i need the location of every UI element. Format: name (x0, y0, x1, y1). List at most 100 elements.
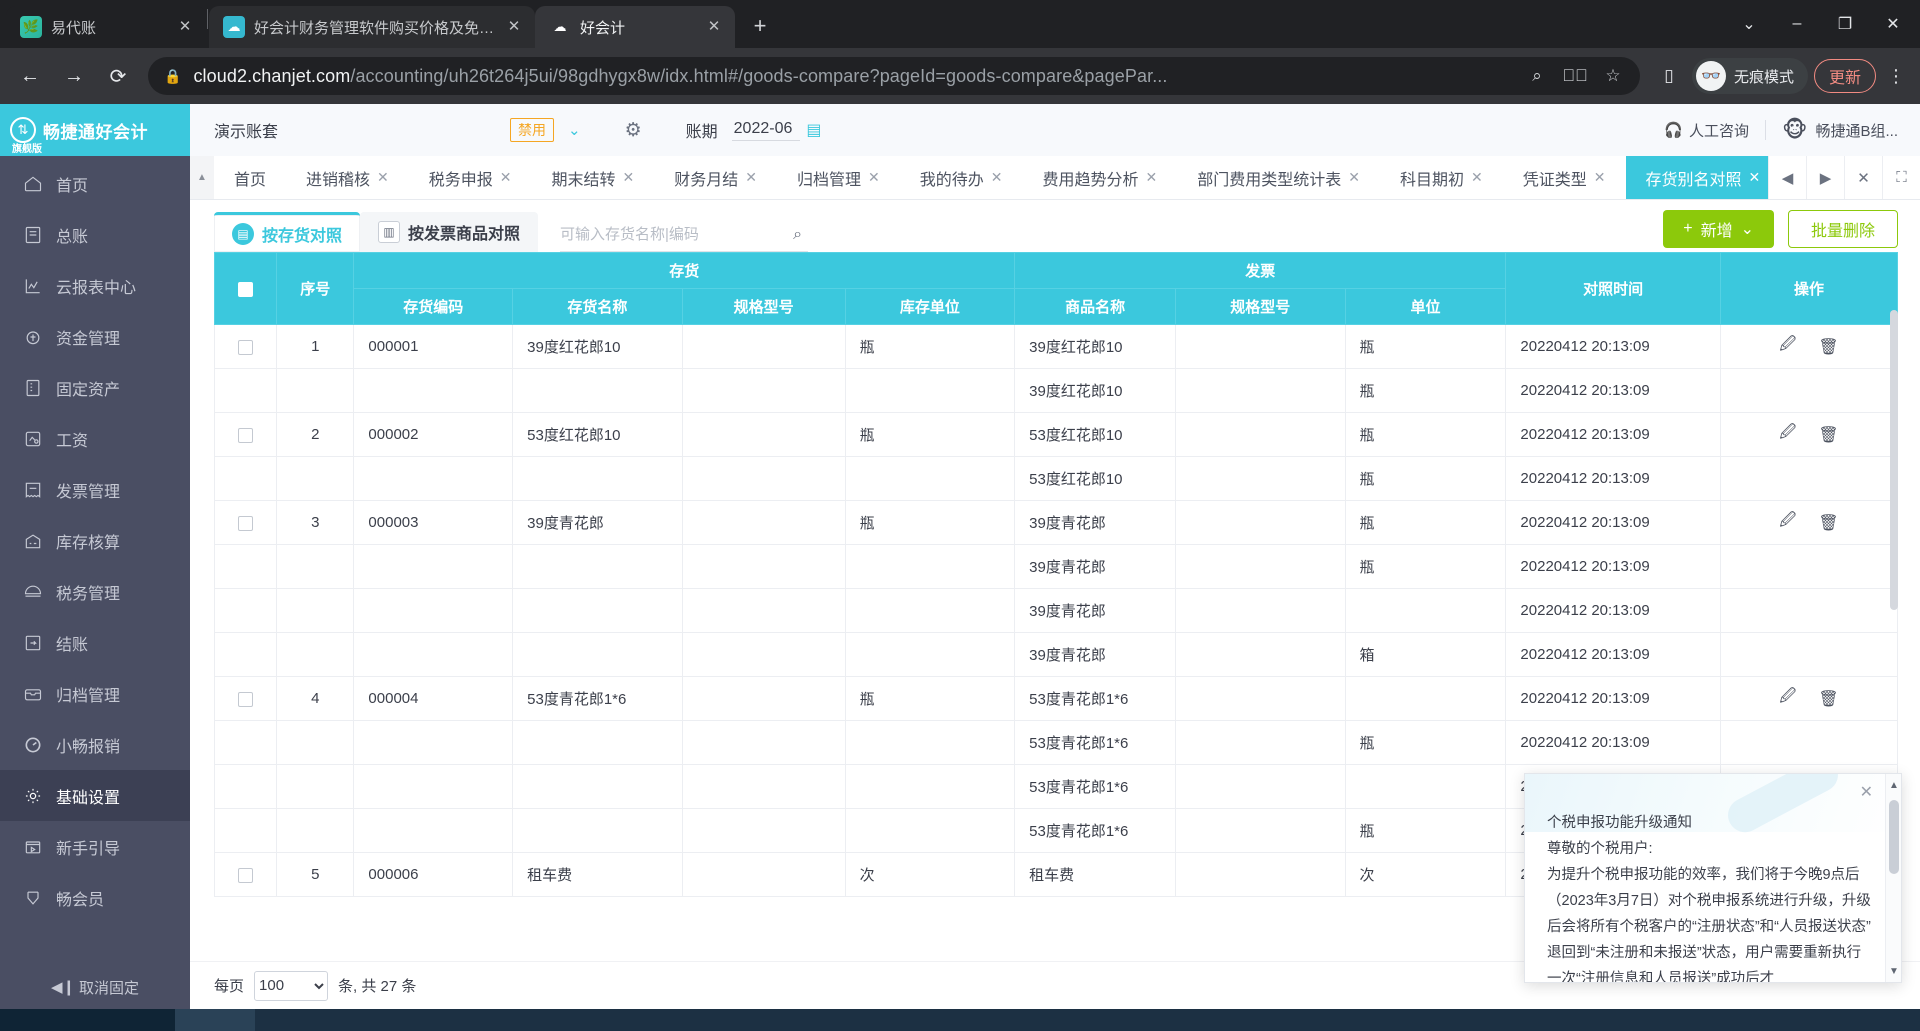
page-tab-close-icon[interactable]: ✕ (1593, 169, 1606, 185)
sidebar-item-tax[interactable]: 税务管理 (0, 566, 190, 617)
page-tab-close-icon[interactable]: ✕ (622, 169, 635, 185)
side-panel-icon[interactable]: ▯ (1664, 66, 1674, 85)
table-row[interactable]: 4 000004 53度青花郎1*6 瓶 53度青花郎1*6 20220412 20:13… (213, 676, 1899, 721)
browser-tab-3[interactable]: ☁ 好会计 ✕ (535, 6, 736, 48)
table-row[interactable]: 39度红花郎10 瓶 20220412 20:13:09 (213, 368, 1899, 413)
sidebar-item-payroll[interactable]: 工资 (0, 413, 190, 464)
page-tab-jinxiao-jihe[interactable]: 进销稽核 ✕ (286, 156, 409, 199)
sidebar-item-invoice[interactable]: 发票管理 (0, 464, 190, 515)
page-tab-period-end[interactable]: 期末结转 ✕ (532, 156, 655, 199)
notification-scrollbar-thumb[interactable] (1889, 800, 1899, 874)
browser-tab-1-close-icon[interactable]: ✕ (178, 18, 192, 35)
table-row[interactable]: 1 000001 39度红花郎10 瓶 39度红花郎10 瓶 20220412 20:13:… (213, 324, 1899, 369)
table-row[interactable]: 53度红花郎10 瓶 20220412 20:13:09 (213, 456, 1899, 501)
calendar-icon[interactable]: ▤ (806, 122, 822, 139)
sidebar-item-fixed-assets[interactable]: 固定资产 (0, 362, 190, 413)
user-menu[interactable]: 🐵 畅捷通B组... (1782, 117, 1898, 143)
trash-icon[interactable]: 🗑 (1818, 514, 1839, 532)
cell-actions[interactable]: 🖉 🗑 (1719, 500, 1899, 545)
tabs-next-icon[interactable]: ▶ (1806, 156, 1844, 199)
eye-off-icon[interactable]: 👁⃠ (1562, 66, 1588, 85)
row-checkbox-cell[interactable] (213, 500, 278, 545)
page-tab-close-icon[interactable]: ✕ (868, 169, 880, 185)
sidebar-item-cloud-reports[interactable]: 云报表中心 (0, 260, 190, 311)
select-all-checkbox[interactable] (238, 281, 254, 297)
sidebar-item-vip[interactable]: 畅会员 (0, 872, 190, 923)
edit-icon[interactable]: 🖉 (1779, 688, 1797, 705)
forward-icon[interactable]: → (64, 64, 84, 87)
page-tab-close-icon[interactable]: ✕ (1348, 169, 1361, 185)
search-input[interactable] (560, 226, 788, 243)
sidebar-item-home[interactable]: 首页 (0, 158, 190, 209)
sidebar-item-guide[interactable]: 新手引导 (0, 821, 190, 872)
page-tab-close-icon[interactable]: ✕ (1471, 169, 1483, 185)
edit-icon[interactable]: 🖉 (1779, 512, 1797, 529)
search-icon[interactable]: ⌕ (1532, 66, 1542, 85)
row-checkbox[interactable] (238, 867, 254, 883)
scroll-down-icon[interactable]: ▼ (1889, 965, 1899, 977)
table-row[interactable]: 53度青花郎1*6 瓶 20220412 20:13:09 (213, 720, 1899, 765)
row-checkbox-cell[interactable] (213, 324, 278, 369)
table-row[interactable]: 5000006租车费次租车费次20220 (213, 852, 1899, 897)
scroll-up-icon[interactable]: ▲ (1889, 779, 1899, 791)
page-tab-close-icon[interactable]: ✕ (1748, 169, 1761, 185)
sidebar-item-settlement[interactable]: 结账 (0, 617, 190, 668)
table-scrollbar[interactable] (1890, 252, 1898, 961)
select-all-cell[interactable] (213, 252, 278, 325)
row-checkbox-cell[interactable] (213, 412, 278, 457)
row-checkbox-cell[interactable] (213, 676, 278, 721)
page-tab-inventory-alias-compare[interactable]: 存货别名对照 ✕ (1625, 156, 1768, 199)
batch-delete-button[interactable]: 批量删除 (1787, 210, 1898, 248)
row-checkbox[interactable] (238, 691, 254, 707)
page-tab-expense-trend[interactable]: 费用趋势分析 ✕ (1023, 156, 1178, 199)
table-row[interactable]: 39度青花郎 箱 20220412 20:13:09 (213, 632, 1899, 677)
tab-search-chevron-icon[interactable]: ⌄ (1742, 16, 1756, 33)
cell-actions[interactable]: 🖉 🗑 (1719, 412, 1899, 457)
close-window-icon[interactable]: ✕ (1886, 16, 1900, 33)
page-tab-close-icon[interactable]: ✕ (990, 169, 1003, 185)
row-checkbox[interactable] (238, 515, 254, 531)
account-book-name[interactable]: 演示账套 (214, 124, 279, 141)
page-tab-dept-expense-stats[interactable]: 部门费用类型统计表 ✕ (1177, 156, 1380, 199)
back-icon[interactable]: ← (20, 64, 40, 87)
sidebar-item-funds[interactable]: 资金管理 (0, 311, 190, 362)
browser-tab-2-close-icon[interactable]: ✕ (507, 18, 521, 35)
table-row[interactable]: 39度青花郎 瓶 20220412 20:13:09 (213, 544, 1899, 589)
consult-button[interactable]: 🎧 人工咨询 (1664, 120, 1749, 141)
page-tab-archive[interactable]: 归档管理 ✕ (777, 156, 900, 199)
sidebar-item-ledger[interactable]: 总账 (0, 209, 190, 260)
trash-icon[interactable]: 🗑 (1818, 690, 1839, 708)
page-tab-tax-filing[interactable]: 税务申报 ✕ (409, 156, 532, 199)
subtab-by-inventory[interactable]: ▤ 按存货对照 (214, 212, 361, 252)
page-tab-monthly-close[interactable]: 财务月结 ✕ (654, 156, 777, 199)
page-tab-close-icon[interactable]: ✕ (1145, 169, 1158, 185)
page-tab-my-todo[interactable]: 我的待办 ✕ (900, 156, 1023, 199)
unpin-sidebar-button[interactable]: ◀❙ 取消固定 (0, 965, 190, 1009)
tabs-prev-icon[interactable]: ◀ (1768, 156, 1806, 199)
page-tab-account-opening[interactable]: 科目期初 ✕ (1380, 156, 1503, 199)
subtab-by-invoice-goods[interactable]: ▥ 按发票商品对照 (360, 212, 539, 252)
chevron-down-icon[interactable]: ⌄ (568, 122, 581, 139)
cell-actions[interactable]: 🖉 🗑 (1719, 676, 1899, 721)
table-row[interactable]: 2 000002 53度红花郎10 瓶 53度红花郎10 瓶 20220412 20:13:… (213, 412, 1899, 457)
star-icon[interactable]: ☆ (1605, 66, 1621, 85)
page-tab-close-icon[interactable]: ✕ (499, 169, 512, 185)
cell-actions[interactable]: 🖉 🗑 (1719, 324, 1899, 369)
row-checkbox[interactable] (238, 339, 254, 355)
page-tab-close-icon[interactable]: ✕ (377, 169, 389, 185)
table-row[interactable]: 39度青花郎 20220412 20:13:09 (213, 588, 1899, 633)
close-icon[interactable]: ✕ (1859, 784, 1873, 801)
sidebar-item-basic-settings[interactable]: 基础设置 (0, 770, 190, 821)
browser-tab-3-close-icon[interactable]: ✕ (707, 18, 721, 35)
edit-icon[interactable]: 🖉 (1779, 424, 1797, 441)
page-tab-home[interactable]: 首页 (214, 156, 286, 199)
browser-tab-1[interactable]: 🌿 易代账 ✕ (6, 6, 206, 48)
notification-scrollbar[interactable]: ▲ ▼ (1885, 774, 1901, 982)
address-bar[interactable]: 🔒 cloud2.chanjet.com/accounting/uh26t264… (148, 57, 1640, 95)
sidebar-item-inventory-accounting[interactable]: 库存核算 (0, 515, 190, 566)
minimize-icon[interactable]: – (1792, 15, 1802, 32)
per-page-select[interactable]: 102050100 (254, 970, 329, 1001)
browser-tab-2[interactable]: ☁ 好会计财务管理软件购买价格及免… ✕ (209, 6, 536, 48)
trash-icon[interactable]: 🗑 (1818, 338, 1839, 356)
chrome-menu-icon[interactable]: ⋮ (1887, 65, 1905, 86)
